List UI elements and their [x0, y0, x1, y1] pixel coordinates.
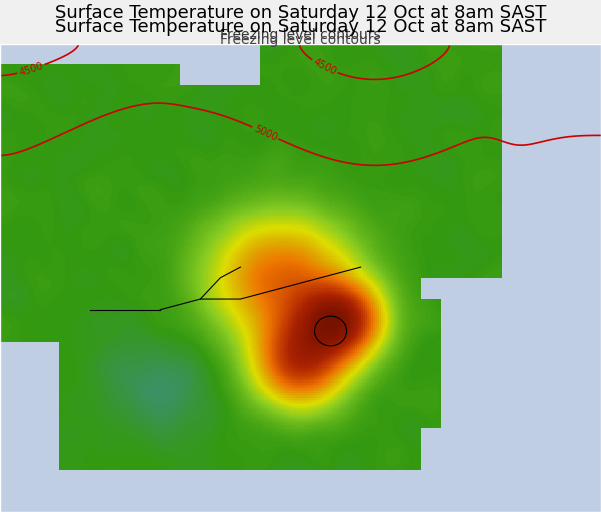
Text: Freezing level contours: Freezing level contours [220, 28, 381, 42]
Text: Surface Temperature on Saturday 12 Oct at 8am SAST: Surface Temperature on Saturday 12 Oct a… [55, 4, 546, 22]
Text: Freezing level contours: Freezing level contours [220, 33, 381, 47]
Text: 4500: 4500 [311, 57, 338, 77]
Text: 5000: 5000 [252, 123, 279, 142]
Text: Surface Temperature on Saturday 12 Oct at 8am SAST: Surface Temperature on Saturday 12 Oct a… [55, 18, 546, 36]
Text: 4500: 4500 [18, 61, 44, 78]
